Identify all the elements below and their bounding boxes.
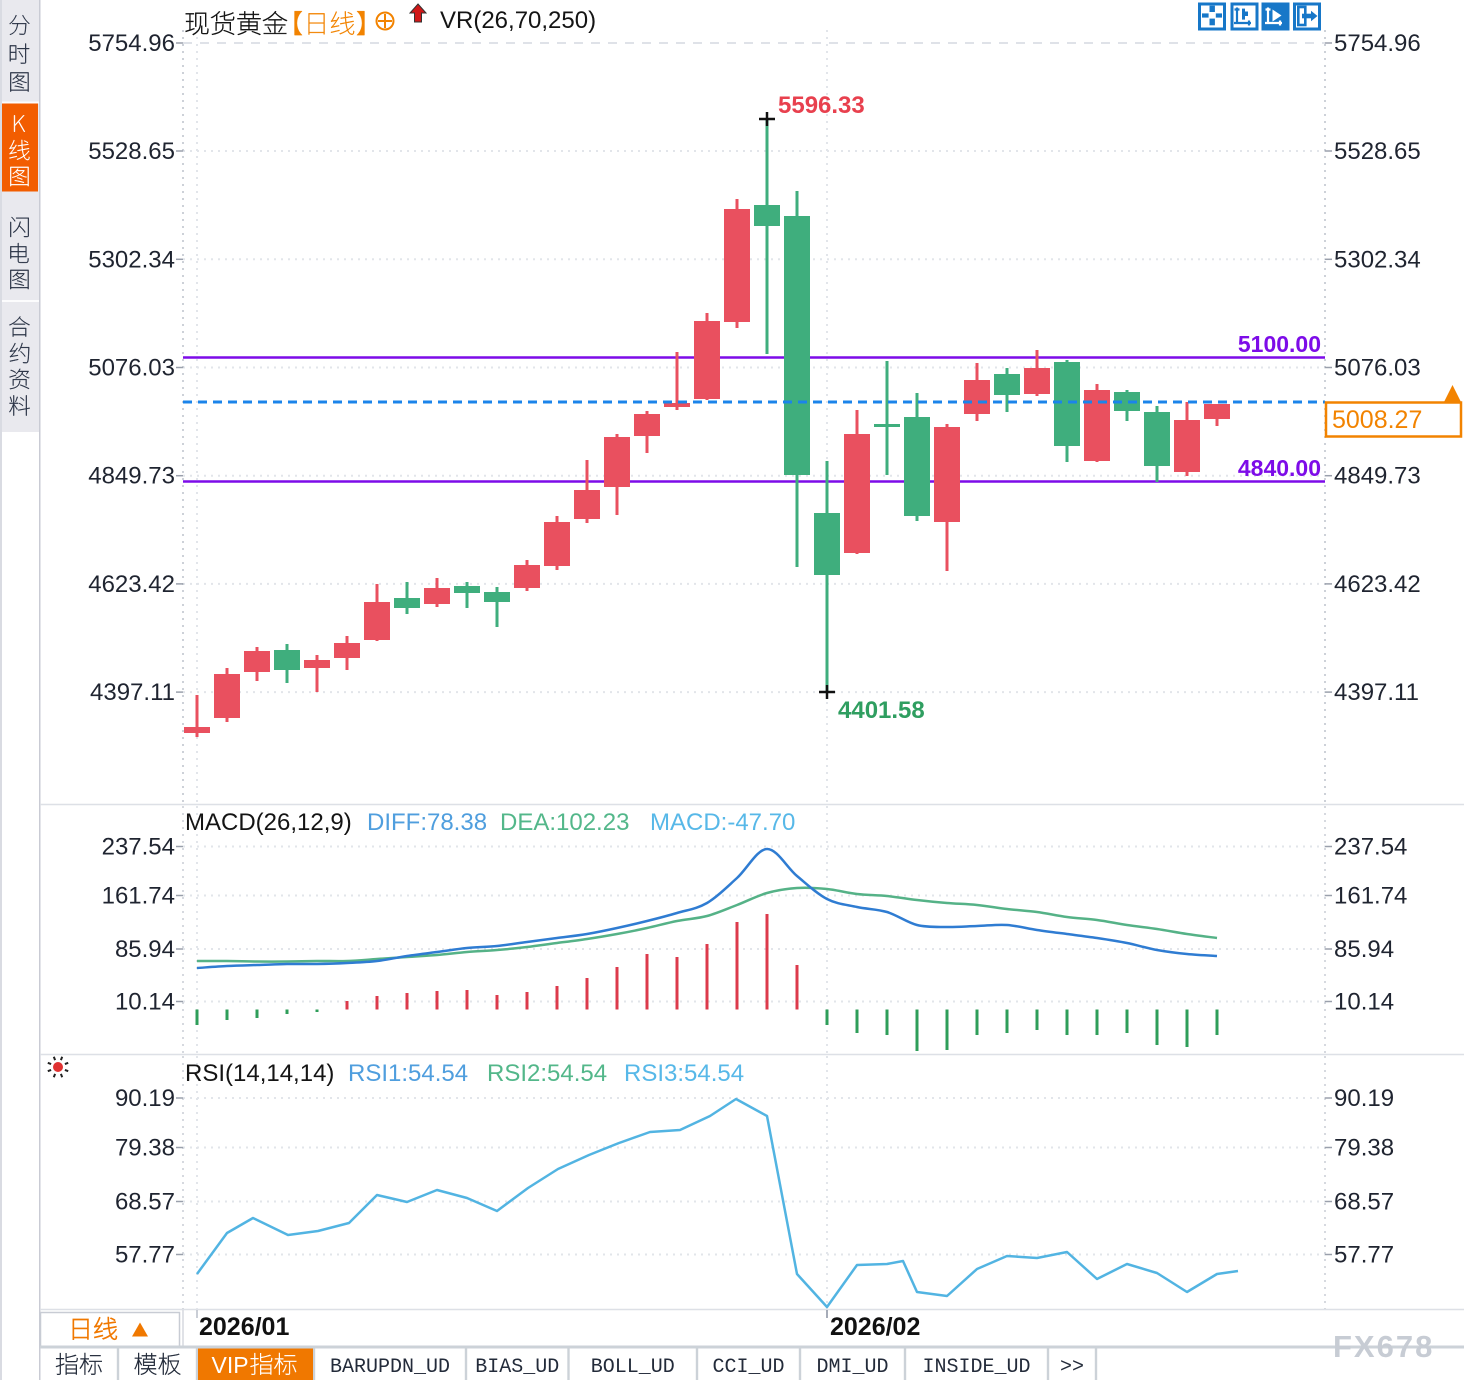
svg-text:4623.42: 4623.42 — [88, 571, 175, 598]
svg-text:57.77: 57.77 — [115, 1242, 175, 1269]
svg-text:68.57: 68.57 — [115, 1189, 175, 1216]
svg-text:10.14: 10.14 — [1334, 989, 1394, 1016]
svg-text:4840.00: 4840.00 — [1238, 455, 1321, 481]
svg-text:161.74: 161.74 — [1334, 883, 1407, 910]
svg-text:RSI(14,14,14): RSI(14,14,14) — [185, 1060, 334, 1087]
svg-text:BOLL_UD: BOLL_UD — [591, 1356, 675, 1379]
svg-text:68.57: 68.57 — [1334, 1189, 1394, 1216]
svg-text:5754.96: 5754.96 — [88, 30, 175, 57]
svg-text:5008.27: 5008.27 — [1332, 406, 1422, 434]
svg-text:79.38: 79.38 — [115, 1135, 175, 1162]
svg-text:10.14: 10.14 — [115, 989, 175, 1016]
svg-text:2026/01: 2026/01 — [199, 1313, 289, 1341]
svg-text:DEA:102.23: DEA:102.23 — [500, 809, 629, 836]
svg-text:CCI_UD: CCI_UD — [712, 1356, 784, 1379]
svg-text:161.74: 161.74 — [102, 883, 175, 910]
svg-text:4397.11: 4397.11 — [90, 679, 175, 706]
svg-text:5596.33: 5596.33 — [778, 92, 865, 119]
svg-text:90.19: 90.19 — [115, 1085, 175, 1112]
svg-text:2026/02: 2026/02 — [830, 1313, 920, 1341]
svg-text:>>: >> — [1060, 1356, 1084, 1379]
svg-text:4397.11: 4397.11 — [1334, 679, 1419, 706]
svg-text:5302.34: 5302.34 — [88, 246, 175, 273]
svg-text:5076.03: 5076.03 — [88, 355, 175, 382]
svg-text:5076.03: 5076.03 — [1334, 355, 1421, 382]
svg-text:RSI1:54.54: RSI1:54.54 — [348, 1060, 468, 1087]
svg-text:5754.96: 5754.96 — [1334, 30, 1421, 57]
svg-text:BARUPDN_UD: BARUPDN_UD — [330, 1356, 450, 1379]
svg-text:5528.65: 5528.65 — [1334, 138, 1421, 165]
svg-text:FX678: FX678 — [1333, 1329, 1434, 1364]
svg-text:MACD(26,12,9): MACD(26,12,9) — [185, 809, 352, 836]
svg-text:4623.42: 4623.42 — [1334, 571, 1421, 598]
svg-text:VR(26,70,250): VR(26,70,250) — [440, 7, 596, 34]
svg-text:DMI_UD: DMI_UD — [816, 1356, 888, 1379]
svg-text:BIAS_UD: BIAS_UD — [475, 1356, 559, 1379]
svg-text:5302.34: 5302.34 — [1334, 246, 1421, 273]
svg-text:RSI3:54.54: RSI3:54.54 — [624, 1060, 744, 1087]
svg-text:5100.00: 5100.00 — [1238, 331, 1321, 357]
svg-text:79.38: 79.38 — [1334, 1135, 1394, 1162]
svg-text:237.54: 237.54 — [1334, 834, 1407, 861]
svg-text:90.19: 90.19 — [1334, 1085, 1394, 1112]
svg-text:237.54: 237.54 — [102, 834, 175, 861]
svg-text:85.94: 85.94 — [115, 936, 175, 963]
svg-text:RSI2:54.54: RSI2:54.54 — [487, 1060, 607, 1087]
svg-text:4849.73: 4849.73 — [88, 463, 175, 490]
svg-text:4401.58: 4401.58 — [838, 697, 925, 724]
svg-text:4849.73: 4849.73 — [1334, 463, 1421, 490]
svg-text:57.77: 57.77 — [1334, 1242, 1394, 1269]
svg-text:MACD:-47.70: MACD:-47.70 — [650, 809, 795, 836]
svg-text:DIFF:78.38: DIFF:78.38 — [367, 809, 487, 836]
svg-text:85.94: 85.94 — [1334, 936, 1394, 963]
svg-text:INSIDE_UD: INSIDE_UD — [922, 1356, 1030, 1379]
svg-text:VIP: VIP — [212, 1352, 249, 1378]
svg-text:5528.65: 5528.65 — [88, 138, 175, 165]
